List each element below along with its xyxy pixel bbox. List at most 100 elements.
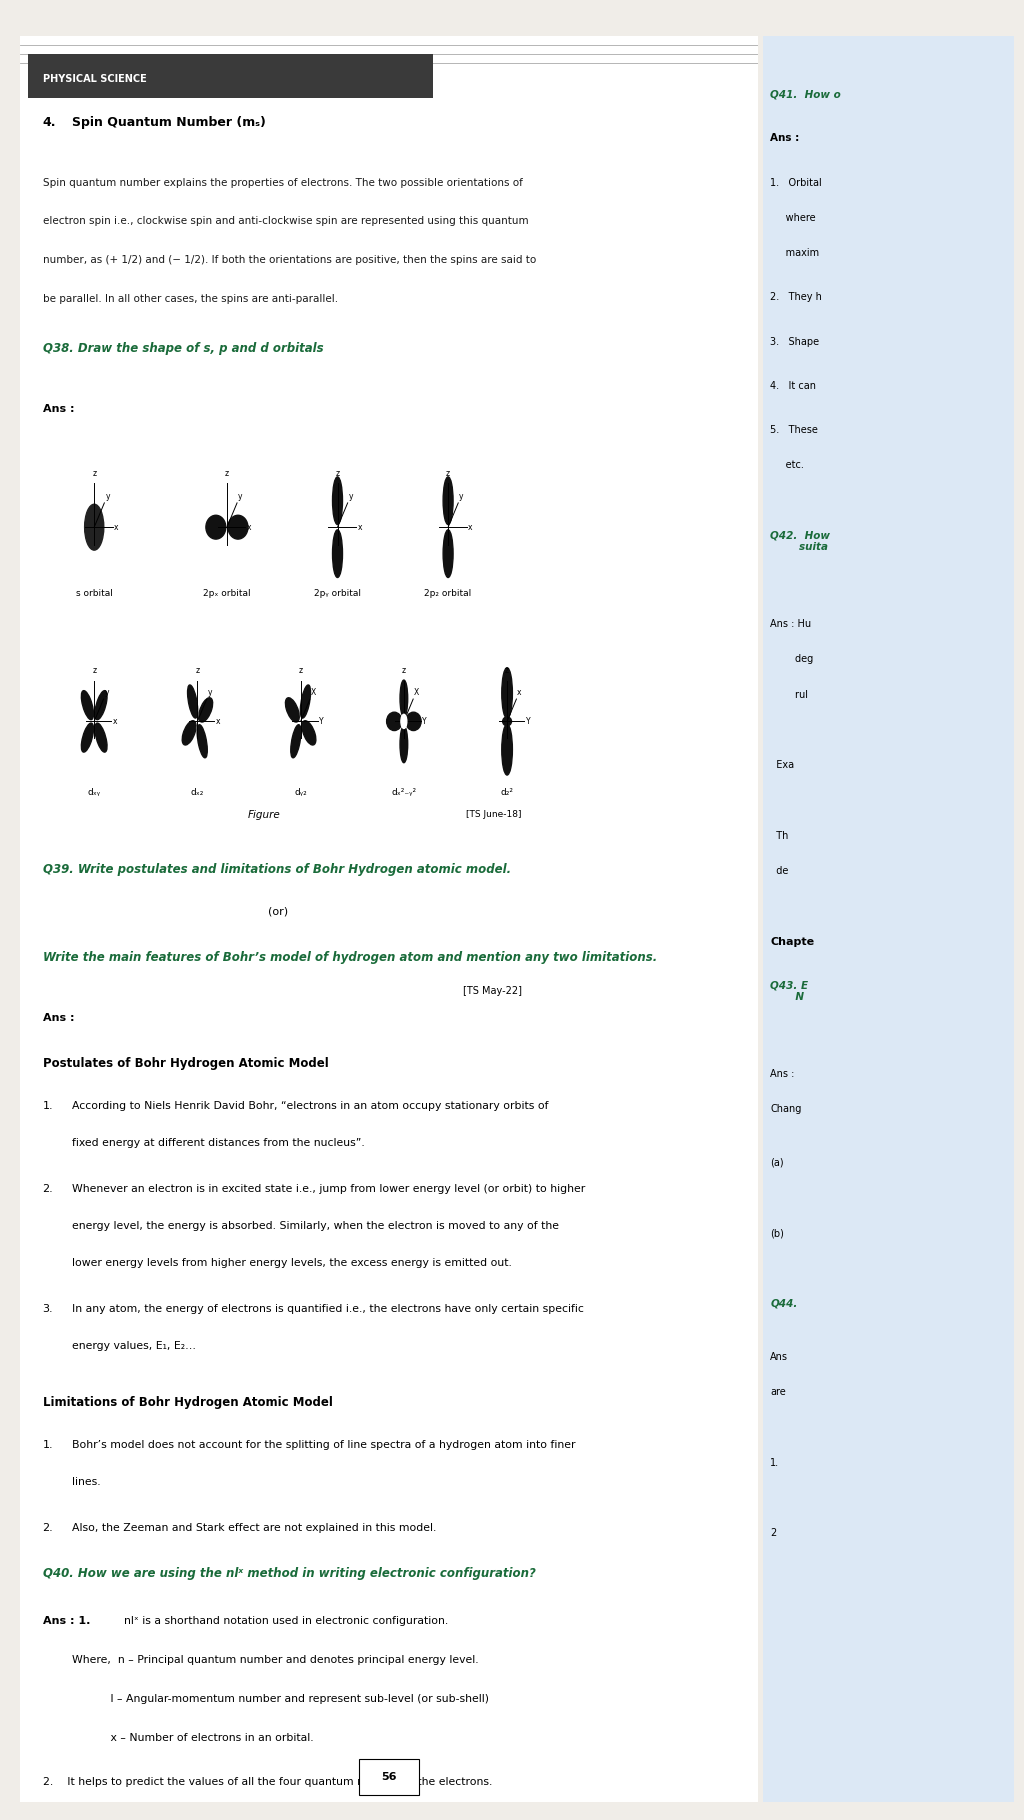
Text: Ans : Hu: Ans : Hu — [770, 619, 812, 630]
Text: Ans : 1.: Ans : 1. — [43, 1616, 90, 1627]
Text: l – Angular-momentum number and represent sub-level (or sub-shell): l – Angular-momentum number and represen… — [72, 1694, 489, 1704]
Ellipse shape — [333, 530, 342, 577]
Text: Y: Y — [525, 717, 530, 726]
Text: Spin quantum number explains the properties of electrons. The two possible orien: Spin quantum number explains the propert… — [43, 178, 522, 187]
Text: lines.: lines. — [72, 1478, 100, 1487]
Text: Q43. E
       N: Q43. E N — [770, 981, 809, 1003]
FancyBboxPatch shape — [763, 36, 1014, 1802]
Text: [TS May-22]: [TS May-22] — [463, 986, 522, 996]
Text: 56: 56 — [381, 1773, 397, 1782]
Text: Exa: Exa — [770, 761, 795, 770]
Text: Q44.: Q44. — [770, 1299, 798, 1309]
Ellipse shape — [503, 717, 512, 726]
Ellipse shape — [95, 723, 108, 752]
Text: energy level, the energy is absorbed. Similarly, when the electron is moved to a: energy level, the energy is absorbed. Si… — [72, 1221, 559, 1230]
Text: [TS June-18]: [TS June-18] — [466, 810, 522, 819]
Text: s orbital: s orbital — [76, 590, 113, 599]
Text: z: z — [225, 470, 229, 479]
Ellipse shape — [300, 684, 310, 719]
Circle shape — [401, 713, 407, 728]
Text: PHYSICAL SCIENCE: PHYSICAL SCIENCE — [43, 75, 146, 84]
Text: Limitations of Bohr Hydrogen Atomic Model: Limitations of Bohr Hydrogen Atomic Mode… — [43, 1396, 333, 1409]
Text: 1.   Orbital: 1. Orbital — [770, 178, 822, 187]
Ellipse shape — [302, 721, 315, 744]
Text: (or): (or) — [268, 906, 289, 917]
Text: According to Niels Henrik David Bohr, “electrons in an atom occupy stationary or: According to Niels Henrik David Bohr, “e… — [72, 1101, 549, 1110]
Ellipse shape — [206, 515, 226, 539]
Text: z: z — [505, 666, 509, 675]
Text: Ans :: Ans : — [770, 133, 800, 144]
Text: 2.    It helps to predict the values of all the four quantum number of the elect: 2. It helps to predict the values of all… — [43, 1776, 492, 1787]
Text: 2pₓ orbital: 2pₓ orbital — [203, 590, 251, 599]
Text: Q40. How we are using the nlˣ method in writing electronic configuration?: Q40. How we are using the nlˣ method in … — [43, 1567, 536, 1580]
Text: Th: Th — [770, 830, 788, 841]
Text: z: z — [92, 666, 96, 675]
FancyBboxPatch shape — [20, 36, 758, 1802]
Text: Ans :: Ans : — [770, 1068, 795, 1079]
Ellipse shape — [406, 712, 421, 730]
FancyBboxPatch shape — [358, 1760, 420, 1795]
Text: y: y — [105, 491, 110, 501]
Text: Q42.  How
        suita: Q42. How suita — [770, 531, 830, 551]
Text: Ans :: Ans : — [43, 1012, 74, 1023]
Text: maxim: maxim — [770, 248, 819, 258]
Text: 4.: 4. — [43, 116, 56, 129]
Text: Q41.  How o: Q41. How o — [770, 89, 841, 100]
Ellipse shape — [291, 724, 301, 757]
Text: are: are — [770, 1387, 786, 1398]
Text: (a): (a) — [770, 1158, 784, 1167]
Text: y: y — [459, 491, 464, 501]
Ellipse shape — [387, 712, 402, 730]
Ellipse shape — [502, 724, 512, 775]
Ellipse shape — [443, 477, 453, 524]
Text: y: y — [208, 688, 212, 697]
Ellipse shape — [400, 726, 408, 763]
Text: Figure: Figure — [248, 810, 281, 819]
Text: Spin Quantum Number (mₛ): Spin Quantum Number (mₛ) — [72, 116, 266, 129]
Ellipse shape — [198, 724, 207, 757]
Text: 2p₂ orbital: 2p₂ orbital — [425, 590, 472, 599]
Text: z: z — [92, 470, 96, 479]
Text: dᵧ₂: dᵧ₂ — [294, 788, 307, 797]
Text: 5.   These: 5. These — [770, 424, 818, 435]
Circle shape — [85, 504, 103, 550]
Text: Where,  n – Principal quantum number and denotes principal energy level.: Where, n – Principal quantum number and … — [72, 1654, 478, 1665]
Text: In any atom, the energy of electrons is quantified i.e., the electrons have only: In any atom, the energy of electrons is … — [72, 1303, 584, 1314]
Text: fixed energy at different distances from the nucleus”.: fixed energy at different distances from… — [72, 1138, 365, 1148]
Text: Write the main features of Bohr’s model of hydrogen atom and mention any two lim: Write the main features of Bohr’s model … — [43, 950, 656, 965]
Text: 3.   Shape: 3. Shape — [770, 337, 819, 346]
Ellipse shape — [502, 668, 512, 719]
Text: Postulates of Bohr Hydrogen Atomic Model: Postulates of Bohr Hydrogen Atomic Model — [43, 1057, 329, 1070]
Text: Q38. Draw the shape of s, p and d orbitals: Q38. Draw the shape of s, p and d orbita… — [43, 342, 324, 355]
Text: 2: 2 — [770, 1529, 776, 1538]
Text: (b): (b) — [770, 1228, 784, 1238]
Text: 56: 56 — [381, 1771, 397, 1784]
Text: rul: rul — [770, 690, 808, 699]
Text: de: de — [770, 866, 788, 875]
Ellipse shape — [199, 697, 213, 723]
Ellipse shape — [187, 684, 198, 719]
Text: 2.: 2. — [43, 1185, 53, 1194]
Text: x: x — [113, 717, 117, 726]
Text: X: X — [414, 688, 419, 697]
Text: 1.: 1. — [43, 1101, 53, 1110]
Text: y: y — [238, 491, 243, 501]
Ellipse shape — [182, 721, 196, 744]
Text: 3.: 3. — [43, 1303, 53, 1314]
Text: z: z — [196, 666, 200, 675]
Text: Q39. Write postulates and limitations of Bohr Hydrogen atomic model.: Q39. Write postulates and limitations of… — [43, 863, 511, 875]
Text: Y: Y — [422, 717, 427, 726]
Text: 4.   It can: 4. It can — [770, 380, 816, 391]
Ellipse shape — [333, 477, 342, 524]
Text: d₂²: d₂² — [501, 788, 514, 797]
Text: dₓ²₋ᵧ²: dₓ²₋ᵧ² — [391, 788, 417, 797]
Text: X: X — [311, 688, 316, 697]
Text: 2.: 2. — [43, 1523, 53, 1532]
Text: nlˣ is a shorthand notation used in electronic configuration.: nlˣ is a shorthand notation used in elec… — [124, 1616, 447, 1627]
Text: number, as (+ 1/2) and (− 1/2). If both the orientations are positive, then the : number, as (+ 1/2) and (− 1/2). If both … — [43, 255, 536, 266]
Text: z: z — [299, 666, 303, 675]
Text: y: y — [348, 491, 353, 501]
Ellipse shape — [400, 681, 408, 717]
Text: Chapte: Chapte — [770, 937, 814, 946]
Text: Y: Y — [319, 717, 324, 726]
